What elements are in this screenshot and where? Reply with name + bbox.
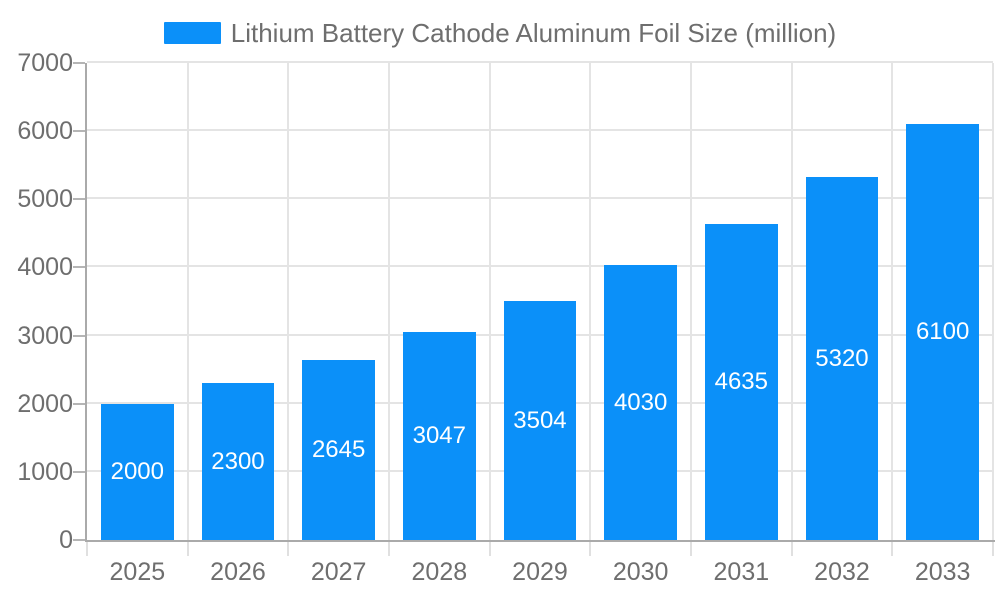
bar-value-label: 5320 xyxy=(815,344,869,372)
x-axis-label-2027: 2027 xyxy=(310,558,367,586)
category-cell-2030: 4030 xyxy=(590,63,691,540)
y-axis-tick xyxy=(73,62,85,64)
y-axis-tick-label: 1000 xyxy=(17,457,73,486)
gridline-horizontal xyxy=(87,61,993,63)
legend-swatch[interactable] xyxy=(163,22,221,44)
x-axis-tick xyxy=(86,542,88,556)
x-axis-tick xyxy=(589,542,592,556)
plot-area: 2000 2300 2645 3047 3504 4030 4635 5320 6100 xyxy=(87,61,994,540)
gridline-vertical xyxy=(790,63,793,540)
gridline-vertical xyxy=(186,63,189,540)
bar-2030[interactable]: 4030 xyxy=(604,265,677,540)
bar-value-label: 4635 xyxy=(714,368,768,396)
bar-value-label: 3047 xyxy=(412,422,466,450)
y-axis-tick xyxy=(73,266,85,269)
bar-2032[interactable]: 5320 xyxy=(805,177,879,540)
bar-2026[interactable]: 2300 xyxy=(201,383,275,540)
y-axis-tick xyxy=(73,402,85,405)
gridline-vertical xyxy=(287,63,290,540)
y-axis-tick-label: 2000 xyxy=(17,389,73,418)
x-axis-label-2032: 2032 xyxy=(814,558,870,586)
legend[interactable]: Lithium Battery Cathode Aluminum Foil Si… xyxy=(0,20,1000,46)
bar-value-label: 2000 xyxy=(110,457,164,485)
gridline-vertical xyxy=(891,63,894,540)
x-axis-tick xyxy=(992,542,994,556)
x-axis-line xyxy=(85,540,995,542)
category-cell-2031: 4635 xyxy=(691,63,792,540)
y-axis-tick-label: 0 xyxy=(59,526,73,554)
x-axis-tick xyxy=(388,542,390,556)
gridline-vertical xyxy=(589,63,592,540)
y-axis-tick-label: 3000 xyxy=(17,321,73,350)
bar-value-label: 2645 xyxy=(311,435,366,463)
bar-2031[interactable]: 4635 xyxy=(705,224,778,540)
y-axis-tick-label: 5000 xyxy=(17,185,73,214)
y-axis-line xyxy=(85,63,87,542)
category-cell-2027: 2645 xyxy=(288,63,389,540)
y-axis-tick xyxy=(73,334,85,337)
category-cell-2028: 3047 xyxy=(389,63,490,540)
y-axis-tick-label: 7000 xyxy=(17,49,73,77)
bar-2028[interactable]: 3047 xyxy=(403,332,476,540)
gridline-vertical xyxy=(689,63,692,540)
bar-2033[interactable]: 6100 xyxy=(906,124,979,540)
x-axis-tick xyxy=(186,542,189,556)
gridline-horizontal xyxy=(87,129,993,132)
bar-value-label: 3504 xyxy=(513,406,567,434)
x-axis-label-2031: 2031 xyxy=(713,558,770,586)
category-cell-2026: 2300 xyxy=(188,63,289,540)
gridline-horizontal xyxy=(87,197,993,200)
category-cell-2025: 2000 xyxy=(87,63,188,540)
x-axis-label-2033: 2033 xyxy=(914,558,971,586)
x-axis-tick xyxy=(488,542,491,556)
x-axis-label-2025: 2025 xyxy=(109,558,166,586)
gridline-vertical xyxy=(488,63,491,540)
category-cell-2033: 6100 xyxy=(892,63,993,540)
y-axis-tick xyxy=(73,198,85,201)
bar-value-label: 4030 xyxy=(613,388,668,416)
y-axis-tick-label: 6000 xyxy=(17,117,73,146)
x-axis-label-2030: 2030 xyxy=(612,558,669,586)
bar-value-label: 6100 xyxy=(915,318,970,346)
x-axis-tick xyxy=(287,542,290,556)
y-axis-tick xyxy=(73,539,85,541)
category-cell-2029: 3504 xyxy=(490,63,591,540)
y-axis-tick xyxy=(73,130,85,133)
x-axis-tick xyxy=(690,542,692,556)
x-axis-tick xyxy=(790,542,793,556)
gridline-horizontal xyxy=(87,265,993,268)
bar-2027[interactable]: 2645 xyxy=(302,359,375,540)
x-axis-label-2026: 2026 xyxy=(210,558,266,586)
legend-label[interactable]: Lithium Battery Cathode Aluminum Foil Si… xyxy=(230,18,837,48)
gridline-vertical xyxy=(387,63,390,540)
x-axis-label-2028: 2028 xyxy=(411,558,468,586)
bar-value-label: 2300 xyxy=(211,447,265,475)
y-axis-tick-label: 4000 xyxy=(17,253,73,282)
x-axis-label-2029: 2029 xyxy=(512,558,568,586)
x-axis-tick xyxy=(891,542,894,556)
category-cell-2032: 5320 xyxy=(792,63,893,540)
bar-2025[interactable]: 2000 xyxy=(101,403,174,540)
gridline-vertical xyxy=(992,63,994,540)
y-axis-tick xyxy=(73,470,85,473)
bar-2029[interactable]: 3504 xyxy=(503,301,577,540)
